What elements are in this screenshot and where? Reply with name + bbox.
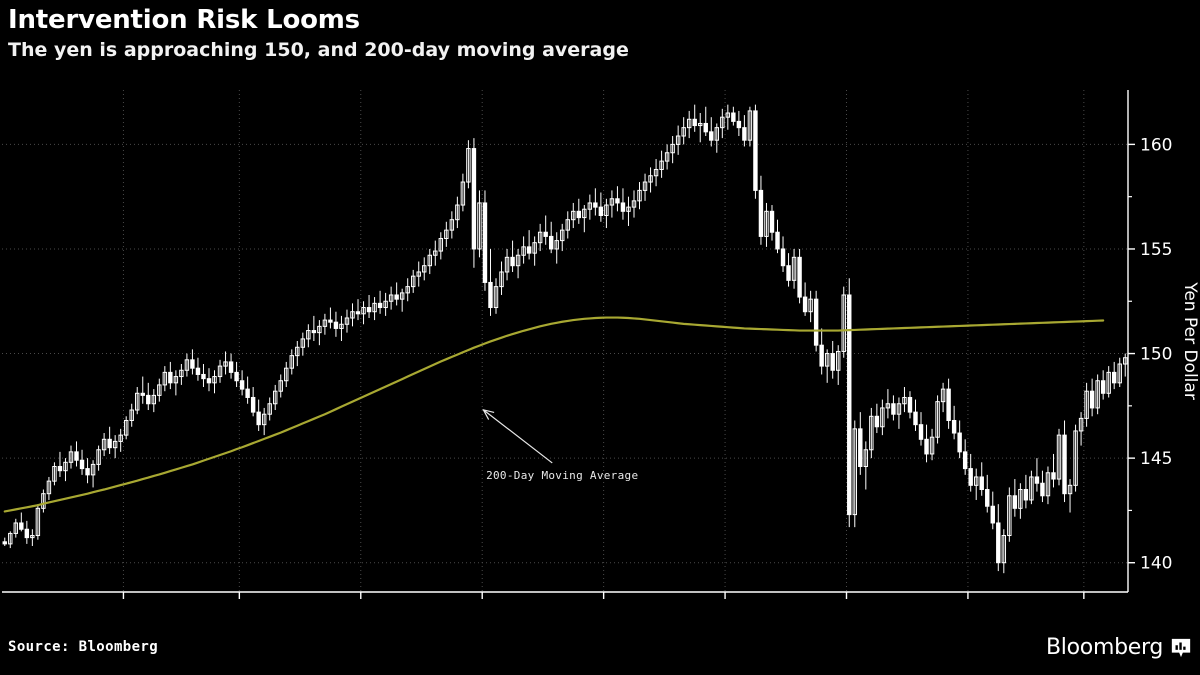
moving-average-line — [3, 316, 1105, 513]
x-axis: JanFebMarAprMayJunJulAugSepOct — [122, 592, 1085, 599]
brand-wordmark: Bloomberg — [1046, 635, 1163, 660]
annotation-label: 200-Day Moving Average — [486, 469, 638, 482]
moving-average-annotation: 200-Day Moving Average — [482, 408, 638, 482]
chart-svg: 140 145 150 155 160 Yen Per Dollar JanFebMarAp… — [2, 90, 1200, 599]
candlestick-series — [2, 104, 1128, 574]
y-tick-label: 140 — [1140, 554, 1172, 574]
y-tick-label: 150 — [1140, 345, 1172, 365]
y-tick-label: 160 — [1140, 135, 1172, 155]
chart-header: Intervention Risk Looms The yen is appro… — [8, 4, 1188, 63]
y-axis: 140 145 150 155 160 — [1128, 135, 1172, 574]
chart-footer: Source: Bloomberg Bloomberg — [0, 629, 1200, 675]
source-label: Source: Bloomberg — [8, 639, 159, 655]
bar-chart-badge-icon — [1171, 638, 1191, 657]
candlestick-chart: 140 145 150 155 160 Yen Per Dollar JanFebMarAp… — [0, 82, 1200, 602]
bloomberg-brand: Bloomberg — [1046, 635, 1192, 660]
page-subtitle: The yen is approaching 150, and 200-day … — [8, 39, 629, 61]
y-axis-title: Yen Per Dollar — [1180, 281, 1200, 400]
y-tick-label: 145 — [1140, 449, 1172, 469]
y-tick-label: 155 — [1140, 240, 1172, 260]
page-title: Intervention Risk Looms — [8, 5, 360, 35]
